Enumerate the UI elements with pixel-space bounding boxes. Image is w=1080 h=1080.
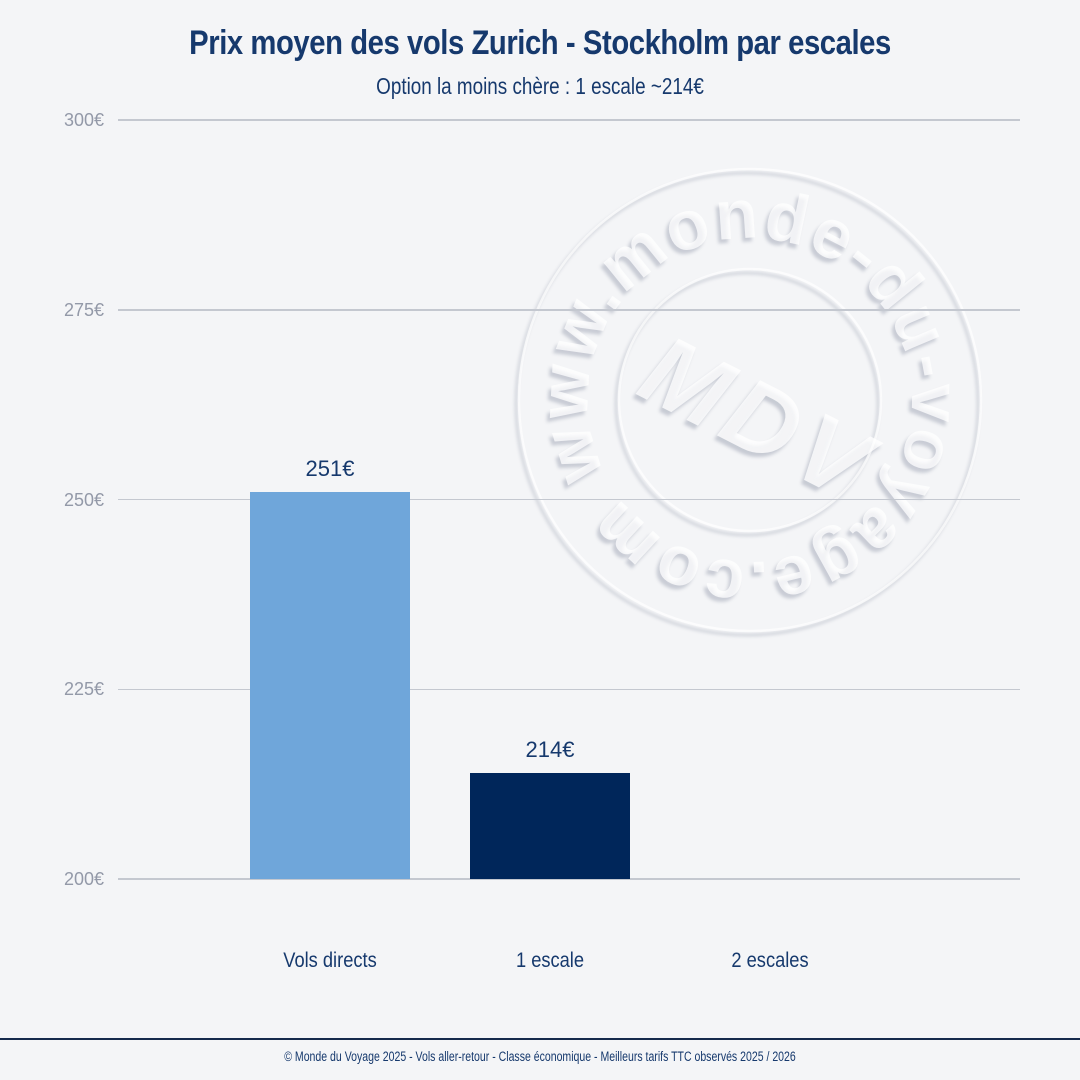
y-tick-300: 300€ <box>63 110 104 130</box>
watermark-stamp-icon: www.monde-du-voyage.com · MDV <box>510 160 990 640</box>
bar-2 <box>470 772 630 879</box>
gridline-225 <box>118 688 1020 690</box>
category-label-1: Vols directs <box>283 949 377 972</box>
value-label-1: 251€ <box>305 455 355 481</box>
gridline-300 <box>118 119 1020 121</box>
y-tick-250: 250€ <box>63 489 104 510</box>
footer-credit: © Monde du Voyage 2025 - Vols aller-reto… <box>284 1049 796 1064</box>
gridline-200 <box>118 878 1020 880</box>
value-label-2: 214€ <box>525 736 575 762</box>
gridline-275 <box>118 309 1020 311</box>
watermark-inner-ring <box>617 267 883 533</box>
category-label-3: 2 escales <box>731 949 809 972</box>
y-tick-225: 225€ <box>63 679 104 700</box>
y-tick-200: 200€ <box>63 869 104 889</box>
y-tick-275: 275€ <box>63 299 104 320</box>
chart-title: Prix moyen des vols Zurich - Stockholm p… <box>189 24 891 62</box>
bar-1 <box>250 491 410 879</box>
category-label-2: 1 escale <box>515 949 585 972</box>
gridline-250 <box>118 498 1020 501</box>
watermark-outer-ring <box>517 167 983 633</box>
chart-subtitle: Option la moins chère : 1 escale ~214€ <box>376 73 704 99</box>
footer-divider <box>0 1038 1080 1040</box>
